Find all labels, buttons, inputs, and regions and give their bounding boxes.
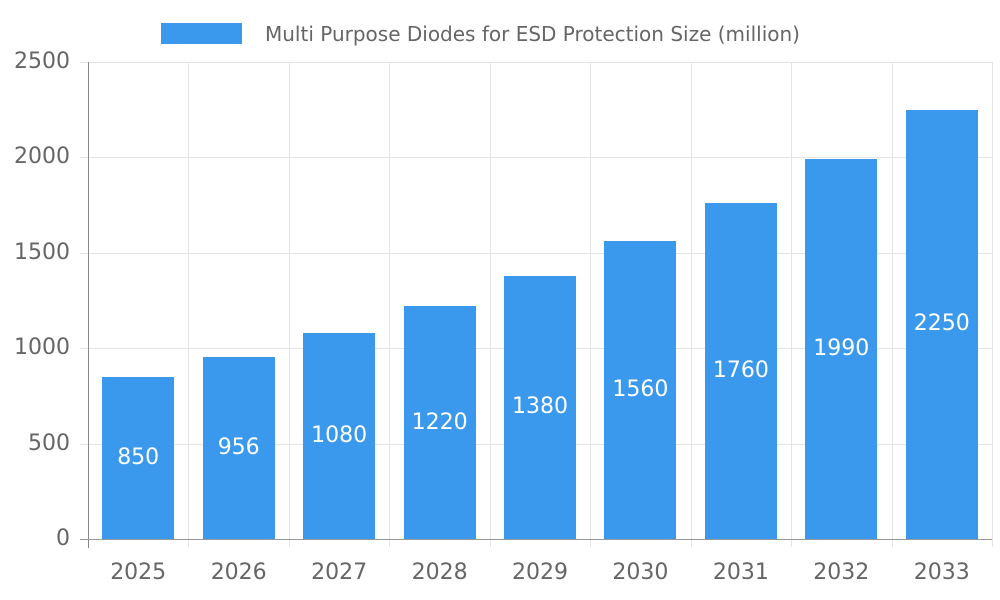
h-gridline (80, 62, 992, 63)
v-gridline (489, 62, 491, 547)
v-gridline (791, 62, 793, 547)
x-tick-label: 2032 (813, 560, 870, 585)
bar[interactable]: 1220 (403, 306, 476, 539)
x-tick-label: 2029 (512, 560, 568, 585)
v-gridline (389, 62, 391, 547)
y-tick-label: 2500 (14, 49, 70, 74)
x-tick-label: 2030 (612, 560, 669, 585)
bar-value-label: 1760 (712, 358, 769, 384)
x-axis-line (80, 539, 992, 540)
x-tick-label: 2026 (210, 560, 267, 585)
bar-value-label: 850 (117, 444, 160, 470)
y-tick-label: 1500 (14, 239, 70, 265)
bar[interactable]: 850 (102, 376, 175, 539)
bar[interactable]: 956 (202, 356, 275, 539)
bar-value-label: 1560 (612, 377, 669, 403)
bar-value-label: 1080 (311, 422, 368, 448)
x-tick-label: 2027 (311, 560, 368, 585)
bar-value-label: 1220 (411, 409, 468, 435)
h-gridline (80, 252, 992, 254)
v-gridline (288, 62, 290, 547)
h-gridline (80, 157, 992, 159)
bar[interactable]: 1760 (704, 203, 777, 539)
v-gridline (992, 62, 993, 547)
y-axis-line (88, 62, 89, 548)
bar-value-label: 1990 (813, 336, 870, 362)
y-tick-label: 500 (28, 430, 70, 456)
bar[interactable]: 1990 (805, 159, 878, 539)
legend-swatch (161, 23, 242, 44)
bar[interactable]: 1380 (504, 275, 576, 539)
legend-label: Multi Purpose Diodes for ESD Protection … (265, 22, 800, 46)
x-tick-label: 2025 (110, 560, 167, 585)
bar[interactable]: 1560 (604, 241, 677, 539)
v-gridline (188, 62, 190, 547)
y-tick-label: 0 (56, 526, 70, 551)
bar[interactable]: 1080 (303, 332, 376, 539)
y-tick-label: 2000 (14, 144, 70, 170)
bar[interactable]: 2250 (905, 109, 978, 539)
v-gridline (590, 62, 592, 547)
x-tick-label: 2028 (411, 560, 468, 585)
v-gridline (690, 62, 692, 547)
v-gridline (891, 62, 893, 547)
y-tick-label: 1000 (14, 335, 70, 361)
x-tick-label: 2033 (913, 560, 970, 585)
bar-value-label: 1380 (512, 394, 568, 420)
bar-value-label: 956 (217, 434, 260, 460)
x-tick-label: 2031 (712, 560, 769, 585)
bar-value-label: 2250 (913, 311, 970, 337)
